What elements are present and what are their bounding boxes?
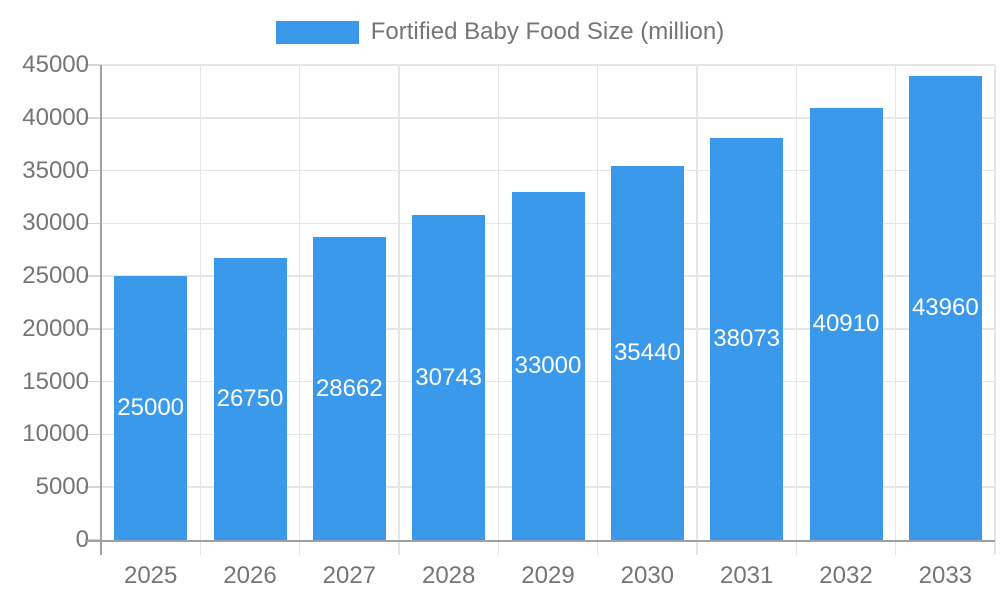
legend-swatch-icon [275,20,359,44]
bar[interactable] [610,165,684,540]
y-axis-tick-mark [85,275,101,277]
y-axis-tick-mark [85,117,101,119]
y-tick-label: 45000 [22,51,89,78]
bar[interactable] [908,75,982,540]
v-gridline [199,65,202,555]
v-gridline [696,65,698,555]
x-tick-label: 2026 [223,562,277,589]
y-axis-tick-mark [85,328,101,330]
bar[interactable] [710,138,784,540]
legend: Fortified Baby Food Size (million) [0,18,1000,46]
x-tick-label: 2025 [123,562,178,589]
bar[interactable] [412,215,486,540]
bar-value-label: 28662 [315,374,383,402]
bar[interactable] [213,257,287,540]
v-gridline [596,65,599,555]
bar[interactable] [114,276,188,540]
v-gridline [894,65,897,555]
y-tick-label: 5000 [35,473,89,501]
bar-value-label: 26750 [216,384,284,412]
y-tick-label: 40000 [22,103,89,131]
y-tick-label: 0 [75,526,89,553]
legend-label: Fortified Baby Food Size (million) [370,18,725,45]
y-tick-label: 35000 [22,156,89,184]
y-tick-label: 20000 [22,314,89,342]
bar[interactable] [809,108,883,540]
bar[interactable] [511,191,585,540]
x-tick-label: 2033 [918,562,973,589]
v-gridline [795,65,798,555]
x-tick-label: 2032 [819,562,873,589]
y-tick-label: 30000 [22,209,89,237]
y-axis-tick-mark [85,222,101,225]
h-gridline [101,117,995,119]
y-axis-tick-mark [85,486,101,488]
bar-value-label: 40910 [812,310,880,338]
x-tick-label: 2031 [719,562,774,589]
y-axis-line [100,65,102,555]
bar-value-label: 43960 [911,293,979,321]
bar-value-label: 35440 [613,338,681,366]
h-gridline [101,169,995,172]
bar-value-label: 30743 [415,363,483,391]
x-tick-label: 2029 [521,562,575,589]
y-tick-label: 25000 [22,262,89,290]
x-tick-label: 2027 [322,562,377,589]
v-gridline [994,65,996,555]
y-axis-tick-mark [85,380,101,383]
y-axis-tick-mark [85,433,101,436]
x-tick-label: 2028 [421,562,476,589]
legend-item[interactable]: Fortified Baby Food Size (million) [275,18,725,46]
y-tick-label: 10000 [22,420,89,448]
v-gridline [497,65,500,555]
v-gridline [398,65,400,555]
y-axis-tick-mark [85,169,101,172]
x-axis-line [85,540,995,542]
bar-value-label: 25000 [117,394,185,422]
bar-value-label: 33000 [514,351,582,379]
v-gridline [298,65,301,555]
bar[interactable] [312,237,386,540]
bar-value-label: 38073 [713,325,781,353]
x-tick-label: 2030 [620,562,675,589]
h-gridline [101,64,995,66]
y-axis-tick-mark [85,64,101,66]
y-tick-label: 15000 [22,367,89,395]
